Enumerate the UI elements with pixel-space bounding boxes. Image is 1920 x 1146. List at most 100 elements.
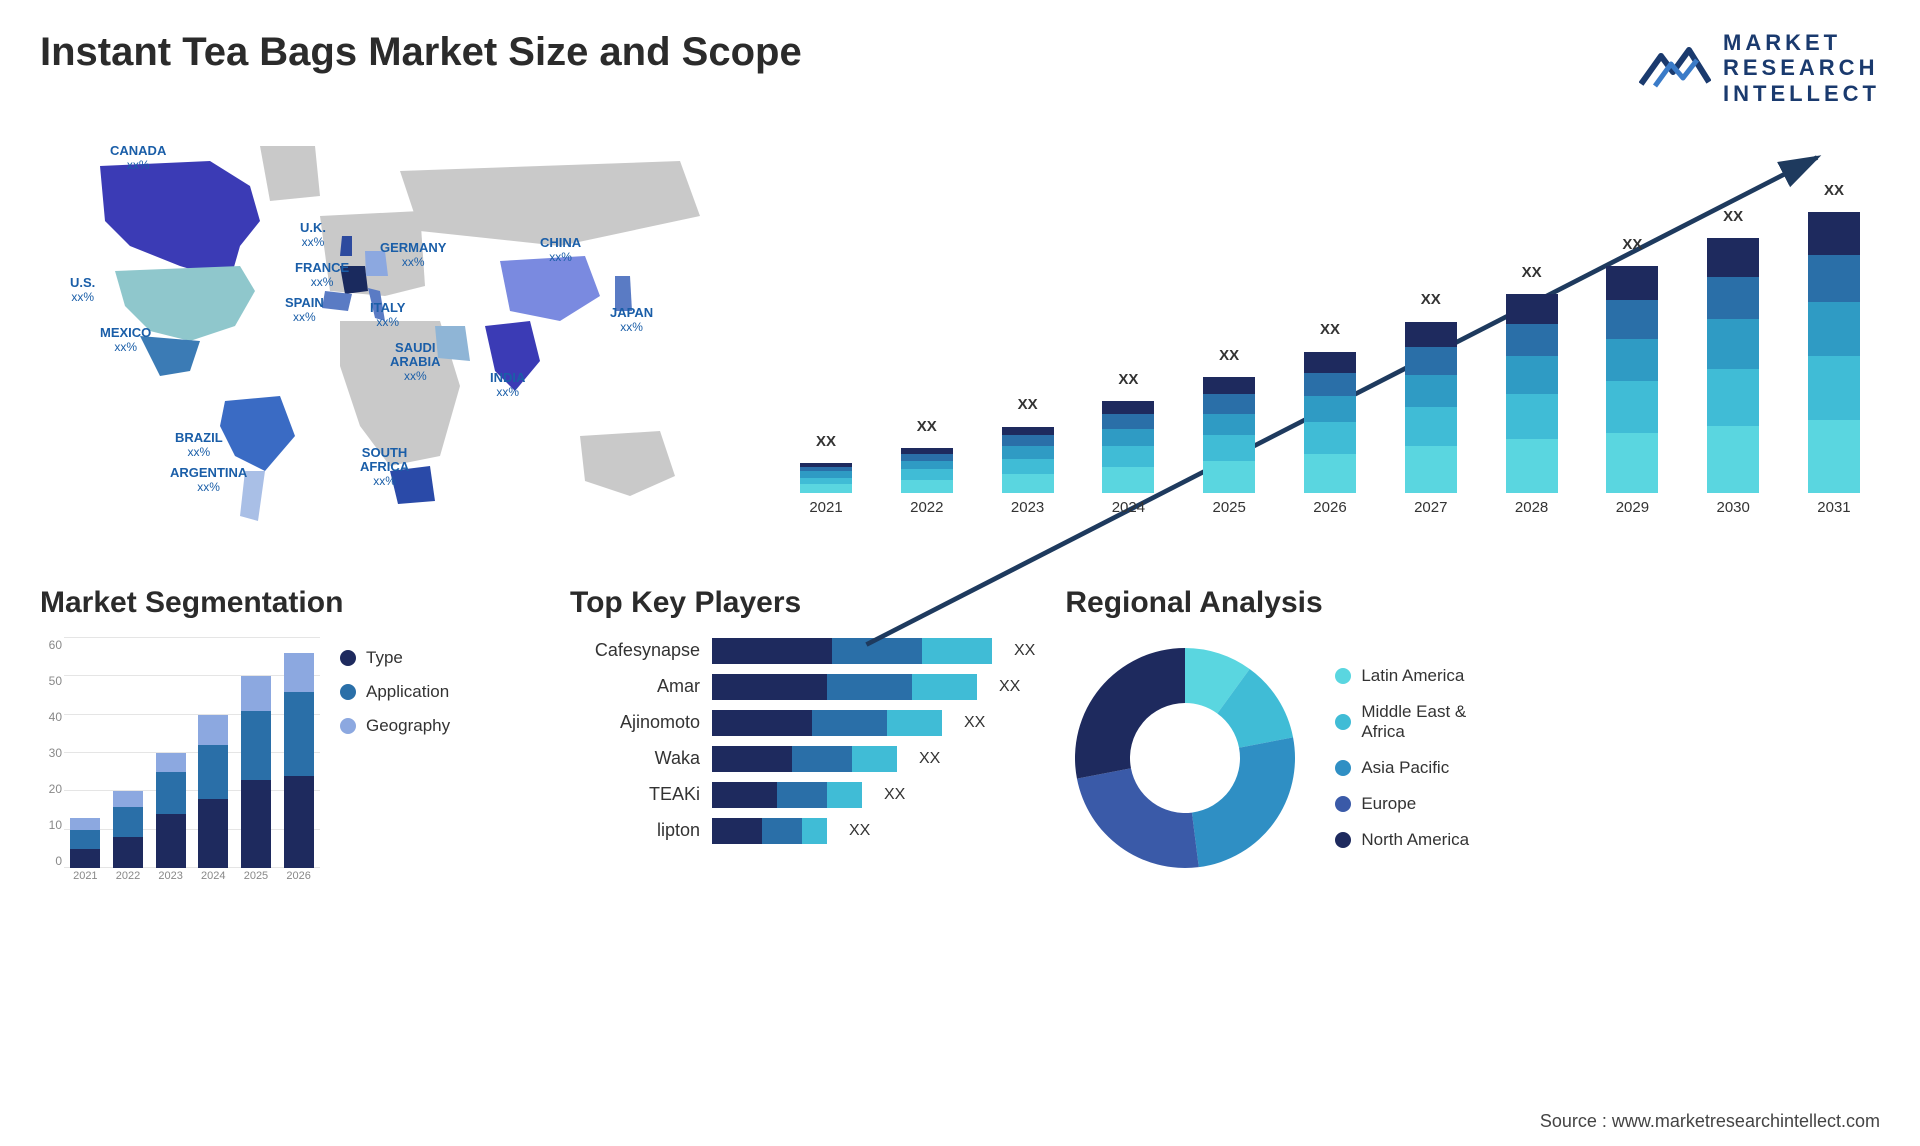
seg-bar: [70, 818, 100, 868]
growth-value-label: XX: [1606, 236, 1658, 253]
legend-item: North America: [1335, 830, 1469, 850]
player-value: XX: [1014, 642, 1035, 660]
player-segment: [852, 746, 897, 772]
growth-value-label: XX: [1102, 371, 1154, 388]
player-name: Cafesynapse: [570, 640, 700, 661]
growth-segment: [1405, 407, 1457, 446]
growth-segment: [1506, 439, 1558, 493]
player-row: Cafesynapse XX: [570, 638, 1035, 664]
legend-item: Latin America: [1335, 666, 1469, 686]
country-china: [500, 256, 600, 321]
growth-year-label: 2022: [910, 499, 943, 516]
seg-segment: [70, 818, 100, 830]
seg-ytick: 50: [40, 674, 62, 688]
growth-segment: [1002, 474, 1054, 493]
growth-chart: XX2021XX2022XX2023XX2024XX2025XX2026XX20…: [780, 126, 1880, 546]
player-name: lipton: [570, 820, 700, 841]
growth-year-label: 2031: [1817, 499, 1850, 516]
growth-segment: [1203, 377, 1255, 394]
map-label: CHINAxx%: [540, 236, 581, 265]
growth-segment: [1506, 294, 1558, 324]
growth-segment: [1606, 266, 1658, 300]
legend-swatch: [340, 650, 356, 666]
seg-ytick: 20: [40, 782, 62, 796]
player-segment: [792, 746, 852, 772]
regional-panel: Regional Analysis Latin AmericaMiddle Ea…: [1065, 586, 1880, 888]
growth-segment: [1707, 277, 1759, 320]
growth-segment: [1002, 446, 1054, 459]
seg-segment: [156, 753, 186, 772]
seg-ytick: 60: [40, 638, 62, 652]
growth-bar: XX2024: [1102, 401, 1154, 516]
legend-label: Middle East &Africa: [1361, 702, 1466, 742]
player-row: TEAKiXX: [570, 782, 1035, 808]
legend-label: Type: [366, 648, 403, 668]
seg-bar: [241, 676, 271, 868]
growth-value-label: XX: [800, 433, 852, 450]
seg-xtick: 2026: [286, 870, 310, 888]
seg-xtick: 2023: [158, 870, 182, 888]
player-row: AjinomotoXX: [570, 710, 1035, 736]
growth-segment: [1203, 414, 1255, 435]
growth-segment: [1102, 414, 1154, 429]
player-segment: [812, 710, 887, 736]
legend-swatch: [340, 718, 356, 734]
seg-segment: [113, 791, 143, 806]
map-label: CANADAxx%: [110, 144, 166, 173]
legend-item: Geography: [340, 716, 540, 736]
seg-ytick: 0: [40, 854, 62, 868]
segmentation-title: Market Segmentation: [40, 586, 540, 620]
player-segment: [802, 818, 827, 844]
players-title: Top Key Players: [570, 586, 1035, 620]
growth-segment: [1606, 339, 1658, 382]
legend-swatch: [1335, 668, 1351, 684]
player-name: TEAKi: [570, 784, 700, 805]
seg-segment: [284, 692, 314, 776]
seg-xtick: 2022: [116, 870, 140, 888]
source-text: Source : www.marketresearchintellect.com: [1540, 1111, 1880, 1132]
country-brazil: [220, 396, 295, 471]
seg-segment: [241, 780, 271, 868]
logo-text-3: INTELLECT: [1723, 81, 1880, 106]
seg-segment: [113, 837, 143, 868]
player-bar: [712, 818, 827, 844]
growth-year-label: 2027: [1414, 499, 1447, 516]
seg-ytick: 40: [40, 710, 62, 724]
player-segment: [712, 782, 777, 808]
growth-value-label: XX: [1002, 396, 1054, 413]
world-map: CANADAxx%U.S.xx%MEXICOxx%BRAZILxx%ARGENT…: [40, 126, 740, 546]
page-title: Instant Tea Bags Market Size and Scope: [40, 30, 802, 75]
player-name: Waka: [570, 748, 700, 769]
player-segment: [762, 818, 802, 844]
growth-year-label: 2029: [1616, 499, 1649, 516]
legend-item: Middle East &Africa: [1335, 702, 1469, 742]
donut-slice: [1192, 737, 1295, 867]
growth-segment: [901, 469, 953, 480]
growth-segment: [1506, 356, 1558, 395]
donut-slice: [1075, 648, 1185, 779]
donut-slice: [1077, 768, 1199, 868]
map-label: ITALYxx%: [370, 301, 405, 330]
legend-item: Application: [340, 682, 540, 702]
legend-label: Asia Pacific: [1361, 758, 1449, 778]
player-segment: [827, 674, 912, 700]
growth-segment: [1506, 394, 1558, 439]
seg-xtick: 2024: [201, 870, 225, 888]
seg-segment: [156, 772, 186, 814]
growth-segment: [1102, 429, 1154, 446]
growth-bar: XX2025: [1203, 377, 1255, 516]
seg-segment: [284, 653, 314, 691]
seg-segment: [241, 676, 271, 711]
growth-segment: [1304, 396, 1356, 422]
legend-label: Europe: [1361, 794, 1416, 814]
growth-value-label: XX: [1203, 347, 1255, 364]
player-row: AmarXX: [570, 674, 1035, 700]
seg-segment: [241, 711, 271, 780]
seg-ytick: 30: [40, 746, 62, 760]
growth-year-label: 2030: [1716, 499, 1749, 516]
segmentation-panel: Market Segmentation 0102030405060 202120…: [40, 586, 540, 888]
growth-segment: [1405, 446, 1457, 493]
player-value: XX: [964, 714, 985, 732]
player-segment: [712, 746, 792, 772]
player-segment: [712, 674, 827, 700]
